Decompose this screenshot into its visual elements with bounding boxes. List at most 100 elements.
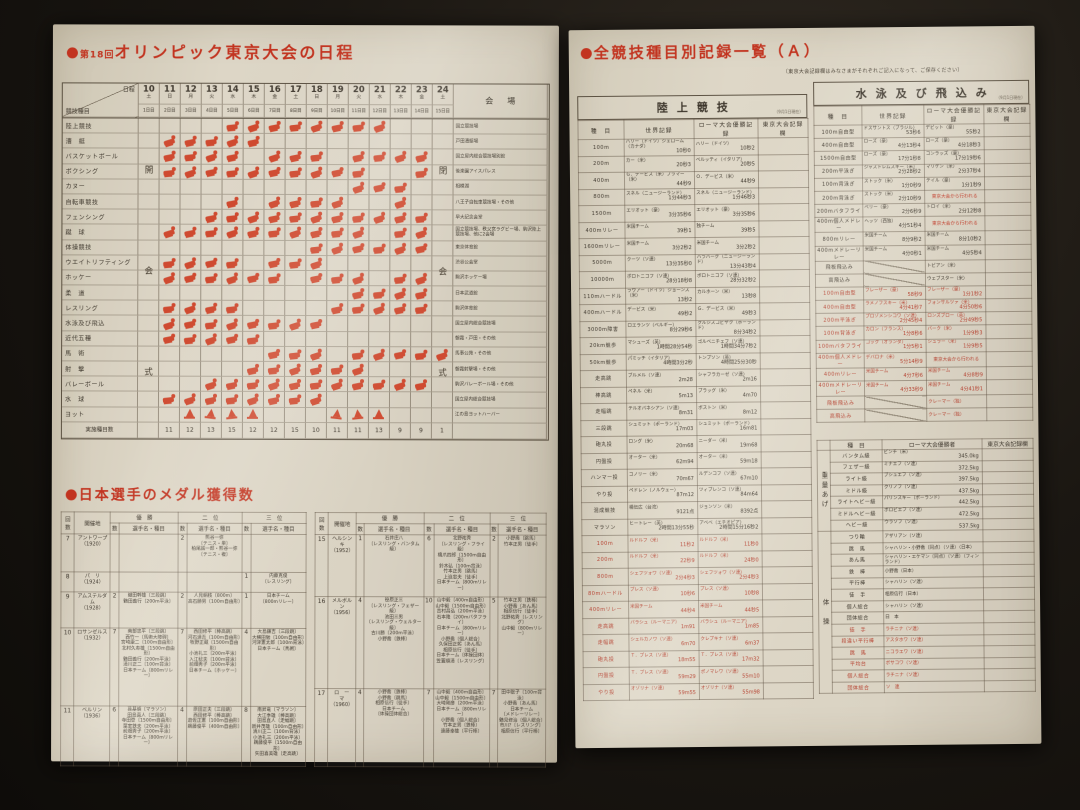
record-cell: 東京大会から行われる	[926, 351, 987, 368]
gold-names: 石井庄八 〔レスリング・バンタム級〕	[364, 534, 424, 597]
tokyo-record-blank	[982, 448, 1034, 461]
event-name: 400mメドレーリレー	[815, 245, 864, 261]
date-number: 23	[415, 85, 428, 96]
record-cell: ルデンコフ（ソ連） 67m10	[697, 467, 762, 486]
record-mark: 59m18	[740, 458, 758, 465]
winner-name: ラチニナ（ソ連）	[885, 672, 922, 679]
silver-count: 2	[177, 592, 187, 629]
medalist-line: 大島鎌吉〔三段跳〕	[257, 629, 299, 635]
winner-mark: 345.0kg	[958, 453, 979, 460]
event-name: 平行棒	[831, 577, 884, 590]
event-name: ミドルヘビー級	[830, 507, 883, 520]
athletics-records-table: 陸上競技 （9月1日現在）種 目世界記録 ローマ大会優勝記録 東京大会記録欄 100m ハ…	[577, 93, 814, 701]
venue-empty	[452, 423, 547, 440]
date-header-cell: 19 月	[327, 84, 349, 106]
tokyo-record-blank	[982, 494, 1034, 507]
tokyo-record-blank	[985, 230, 1032, 245]
schedule-day-cell	[243, 255, 265, 271]
schedule-day-cell	[348, 149, 370, 165]
tokyo-record-blank	[984, 189, 1031, 203]
schedule-day-cell	[158, 407, 180, 423]
olympic-schedule-table: 日程 競技種目 10 土 11 日 12 月 13 火 14 水 15 木 16 金 17 土 18 日 19 月 20 火 2…	[60, 82, 550, 441]
record-cell: シュミット（ポーランド） 17m03	[626, 419, 697, 437]
schedule-row: 体操競技 東京体育館	[62, 239, 548, 257]
schedule-day-cell	[347, 407, 369, 423]
record-mark: 11秒0	[743, 540, 759, 548]
winner-cell: シャハリン・小野喬〔同点〕（ソ連）（日本）	[882, 541, 984, 555]
record-holder: トビアン（米）	[926, 263, 959, 269]
schedule-day-cell	[264, 361, 286, 378]
record-mark: 3分2秒2	[736, 243, 756, 251]
tokyo-record-blank	[763, 681, 814, 699]
record-mark: 39秒1	[676, 228, 692, 235]
medalist-line: 前畑秀子〔200m平泳〕	[189, 662, 240, 668]
tokyo-record-blank	[985, 285, 1032, 299]
schedule-day-cell	[264, 377, 286, 393]
schedule-day-cell	[264, 316, 286, 332]
athlete-pictogram-icon	[352, 152, 365, 162]
schedule-day-cell	[411, 316, 433, 332]
record-mark: 1分9秒5	[963, 343, 983, 350]
gold-count: 6	[109, 705, 119, 767]
event-name: 走幅跳	[582, 634, 630, 652]
schedule-day-cell	[264, 331, 286, 347]
records-header-row: 種 目世界記録 ローマ大会優勝記録 東京大会記録欄	[813, 104, 1030, 126]
schedule-day-cell	[432, 180, 454, 196]
date-number: 19	[331, 85, 344, 96]
tokyo-record-blank	[986, 366, 1033, 380]
records-col-header: 世界記録	[623, 119, 695, 140]
record-mark: 17分1秒8	[898, 156, 921, 163]
schedule-body: 陸上競技 国立競技場漕 艇 戸田漕艇場 バスケットボール 国立屋内総合競技場別館 ボクシン…	[61, 118, 549, 440]
medalist-line: 竹本正男〔鉄棒〕	[443, 723, 480, 729]
schedule-day-cell	[138, 331, 160, 347]
venue-name: 後楽園アイスパレス	[453, 164, 548, 181]
record-cell: ストック（米） 1分0秒9	[862, 177, 925, 191]
other-sports-table: 種 目ローマ大会優勝者 東京大会記録欄 重量あげ バンタム級 ビンチ（米） 345.0kg…	[817, 438, 1036, 695]
record-cell: プロゾメンシコワ（ソ連） 2分45秒4	[863, 312, 926, 327]
record-mark: 19m68	[739, 441, 758, 449]
winner-cell: アザリアン（ソ連）	[882, 529, 983, 543]
tokyo-record-blank	[986, 337, 1033, 352]
athlete-pictogram-icon	[373, 121, 387, 132]
sailboat-pictogram-icon	[204, 409, 218, 420]
sport-label: レスリング	[62, 300, 139, 317]
medalist-line: 小野喬〔跳馬〕	[506, 536, 539, 542]
athlete-pictogram-icon	[247, 227, 260, 237]
day-ordinal: 4日目	[201, 104, 223, 118]
medalist-line: 〔レスリング・ウェルター級〕	[366, 620, 422, 631]
schedule-day-cell	[159, 164, 181, 180]
athlete-pictogram-icon	[372, 242, 386, 253]
record-mark: 18m55	[677, 657, 696, 664]
event-name: 50km競歩	[580, 353, 627, 371]
tokyo-record-blank	[983, 610, 1035, 623]
schedule-day-cell	[180, 285, 202, 301]
schedule-day-cell	[285, 179, 307, 195]
medal-table: 回数 開催地優 勝二 位三 位数選手名・種目数選手名・種目数選手名・種目 7 アントワ…	[60, 511, 307, 767]
athlete-pictogram-icon	[372, 288, 386, 299]
schedule-row: 漕 艇 戸田漕艇場	[62, 133, 549, 151]
event-name: 砲丸投	[580, 436, 628, 454]
schedule-day-cell	[243, 225, 265, 241]
bronze-names: 田中聡子〔100m背泳〕 小野喬〔あん馬〕 日本チーム 〔メドレーリレー〕 鶴見修治〔個…	[497, 689, 546, 768]
schedule-day-cell	[432, 286, 454, 302]
schedule-day-cell	[201, 255, 223, 271]
schedule-day-cell	[264, 194, 286, 211]
schedule-day-cell	[201, 376, 223, 393]
athlete-pictogram-icon	[414, 303, 428, 314]
host-year: （1960）	[330, 702, 354, 709]
athlete-pictogram-icon	[267, 227, 281, 238]
tokyo-record-blank	[758, 203, 809, 221]
schedule-day-cell	[201, 346, 223, 362]
record-mark: 62m94	[676, 459, 694, 466]
record-cell: ストック（米） 2分10秒9	[862, 190, 925, 205]
schedule-day-cell	[138, 148, 160, 165]
schedule-day-cell	[138, 240, 160, 256]
red-dot-icon	[66, 47, 78, 59]
schedule-day-cell	[222, 149, 244, 165]
tokyo-record-blank	[982, 471, 1034, 484]
athlete-pictogram-icon	[393, 379, 407, 390]
weekday: 金	[272, 94, 278, 100]
sailboat-pictogram-icon	[351, 409, 365, 420]
schedule-day-cell	[180, 331, 202, 347]
schedule-day-cell	[222, 118, 244, 135]
